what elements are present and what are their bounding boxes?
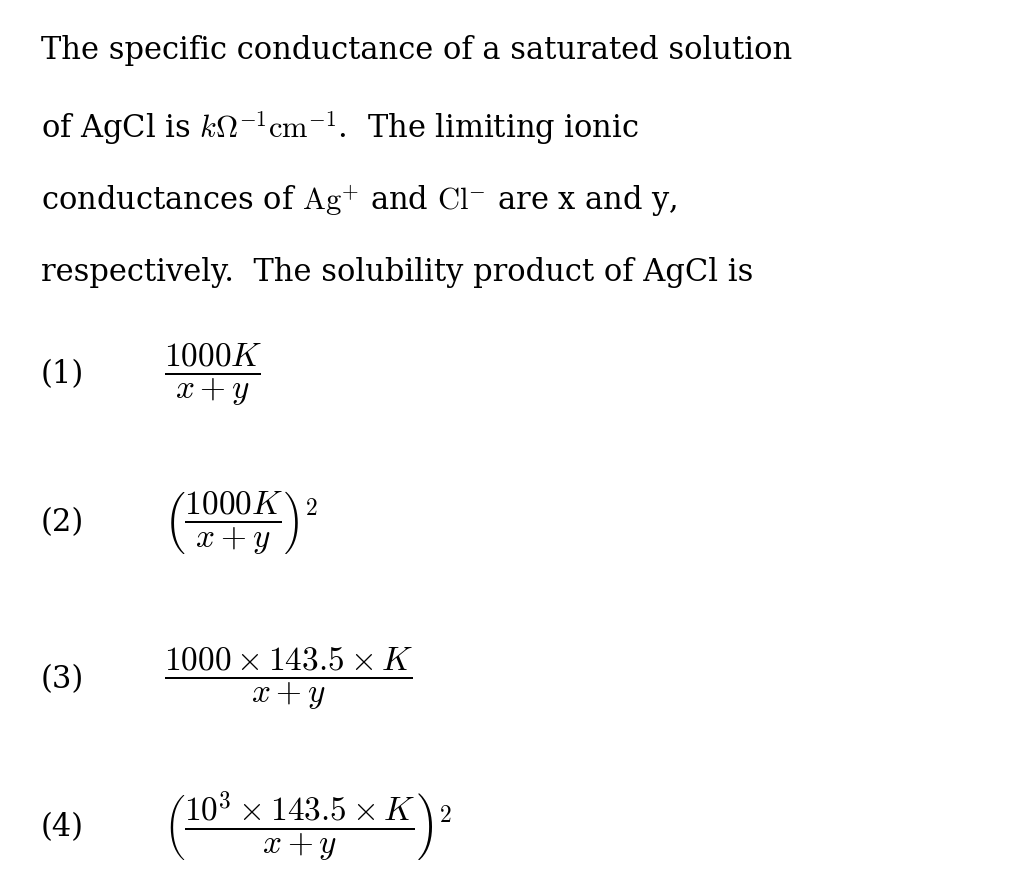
Text: respectively.  The solubility product of AgCl is: respectively. The solubility product of … xyxy=(41,257,754,288)
Text: (1): (1) xyxy=(41,359,84,390)
Text: (2): (2) xyxy=(41,507,84,538)
Text: $\left(\dfrac{10^{3} \times 143.5 \times K}{x+y}\right)^{2}$: $\left(\dfrac{10^{3} \times 143.5 \times… xyxy=(164,790,452,864)
Text: of AgCl is $k\Omega^{-1}\mathrm{cm}^{-1}$.  The limiting ionic: of AgCl is $k\Omega^{-1}\mathrm{cm}^{-1}… xyxy=(41,109,639,147)
Text: (3): (3) xyxy=(41,663,84,695)
Text: $\dfrac{1000K}{x+y}$: $\dfrac{1000K}{x+y}$ xyxy=(164,341,262,407)
Text: The specific conductance of a saturated solution: The specific conductance of a saturated … xyxy=(41,35,793,66)
Text: $\left(\dfrac{1000K}{x+y}\right)^{2}$: $\left(\dfrac{1000K}{x+y}\right)^{2}$ xyxy=(164,489,317,556)
Text: conductances of $\mathrm{Ag}^{+}$ and $\mathrm{Cl}^{-}$ are x and y,: conductances of $\mathrm{Ag}^{+}$ and $\… xyxy=(41,183,678,218)
Text: $\dfrac{1000 \times 143.5 \times K}{x+y}$: $\dfrac{1000 \times 143.5 \times K}{x+y}… xyxy=(164,646,414,712)
Text: (4): (4) xyxy=(41,812,84,843)
